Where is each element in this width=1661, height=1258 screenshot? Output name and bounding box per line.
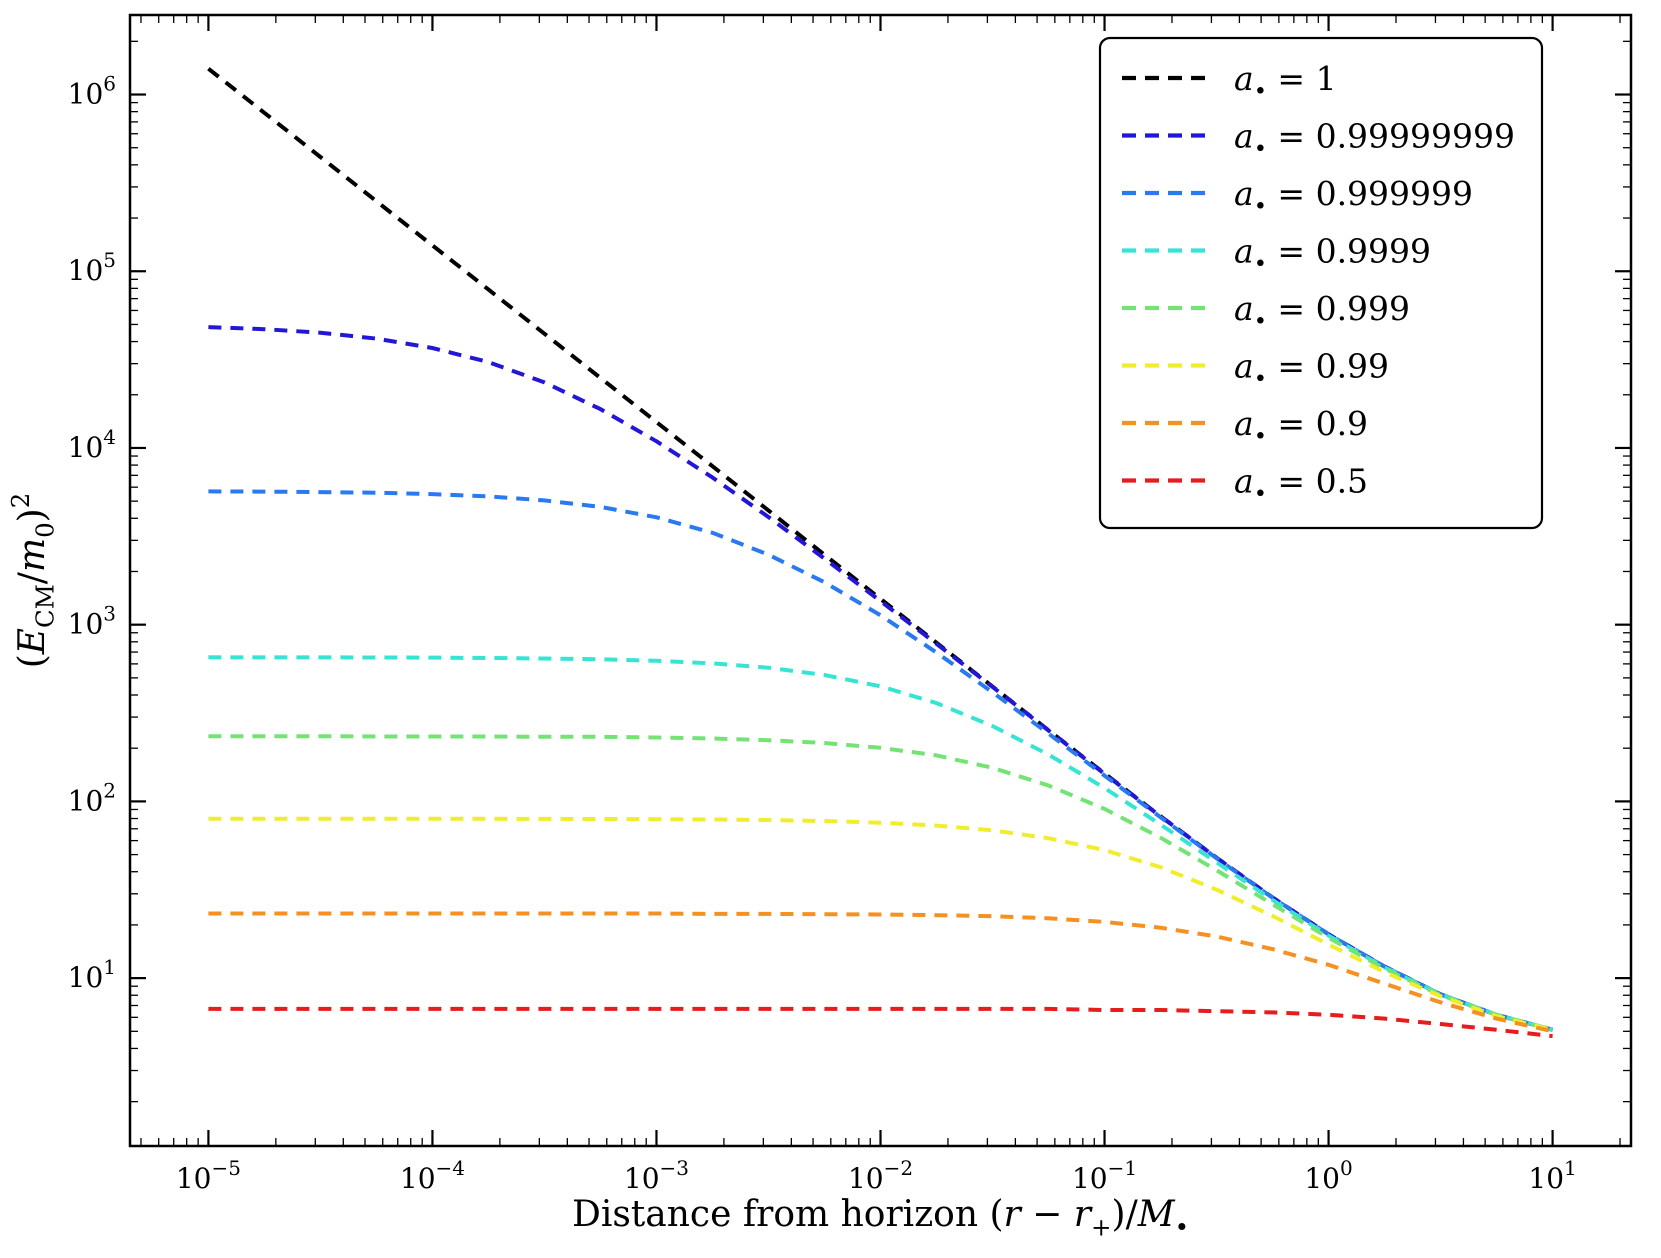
legend-label: a• = 0.99 [1234, 347, 1389, 393]
x-tick-label: 10−3 [624, 1156, 689, 1195]
legend-label: a• = 0.9 [1234, 404, 1368, 450]
legend-label: a• = 0.999 [1234, 289, 1410, 335]
y-tick-labels: 101 102 103 104 105 106 [68, 72, 116, 995]
curve-a-0.999999 [208, 489, 1554, 1032]
x-tick-label: 101 [1528, 1156, 1576, 1195]
x-tick-label: 100 [1304, 1156, 1352, 1195]
curve-a-0.5 [208, 1006, 1553, 1039]
legend-entry-a-0.99: a• = 0.99 [1122, 347, 1389, 393]
x-tick-label: 10−1 [1072, 1156, 1137, 1195]
y-tick-label: 103 [68, 602, 116, 641]
y-axis-label: (ECM/m0)2 [6, 493, 59, 669]
curve-a-0.99 [208, 816, 1554, 1032]
legend-entry-a-0.999999: a• = 0.999999 [1122, 174, 1473, 220]
legend-entry-a-0.5: a• = 0.5 [1122, 462, 1368, 508]
curves [207, 67, 1554, 1039]
curve-a-0.9 [208, 911, 1554, 1034]
legend-label: a• = 0.5 [1234, 462, 1368, 508]
y-tick-label: 102 [68, 778, 116, 817]
x-tick-label: 10−4 [400, 1156, 465, 1195]
legend-entry-a-0.9999: a• = 0.9999 [1122, 232, 1431, 278]
y-tick-label: 105 [68, 248, 116, 287]
legend: a• = 1 a• = 0.99999999 a• = 0.999999 a• = 0… [1098, 36, 1544, 530]
curve-a-0.999 [208, 734, 1554, 1032]
major-ticks [130, 15, 1631, 1146]
x-tick-label: 10−5 [176, 1156, 241, 1195]
y-tick-label: 104 [68, 425, 116, 464]
curve-a-0.9999 [208, 655, 1554, 1032]
minor-ticks [130, 15, 1631, 1146]
legend-box [1098, 36, 1544, 530]
x-tick-labels: 10−5 10−4 10−3 10−2 10−1 100 101 [176, 1156, 1577, 1195]
x-axis-label: Distance from horizon (r − r+)/M• [572, 1194, 1189, 1241]
legend-entry-a-0.999: a• = 0.999 [1122, 289, 1410, 335]
plot-frame [128, 13, 1633, 1148]
y-tick-label: 101 [68, 955, 116, 994]
legend-label: a• = 0.99999999 [1234, 117, 1515, 163]
legend-entry-a-1: a• = 1 [1122, 59, 1337, 105]
legend-entry-a-0.99999999: a• = 0.99999999 [1122, 117, 1515, 163]
legend-entry-a-0.9: a• = 0.9 [1122, 404, 1368, 450]
legend-label: a• = 0.999999 [1234, 174, 1473, 220]
legend-label: a• = 0.9999 [1234, 232, 1431, 278]
x-tick-label: 10−2 [848, 1156, 913, 1195]
y-tick-label: 106 [68, 72, 116, 111]
legend-label: a• = 1 [1234, 59, 1337, 105]
